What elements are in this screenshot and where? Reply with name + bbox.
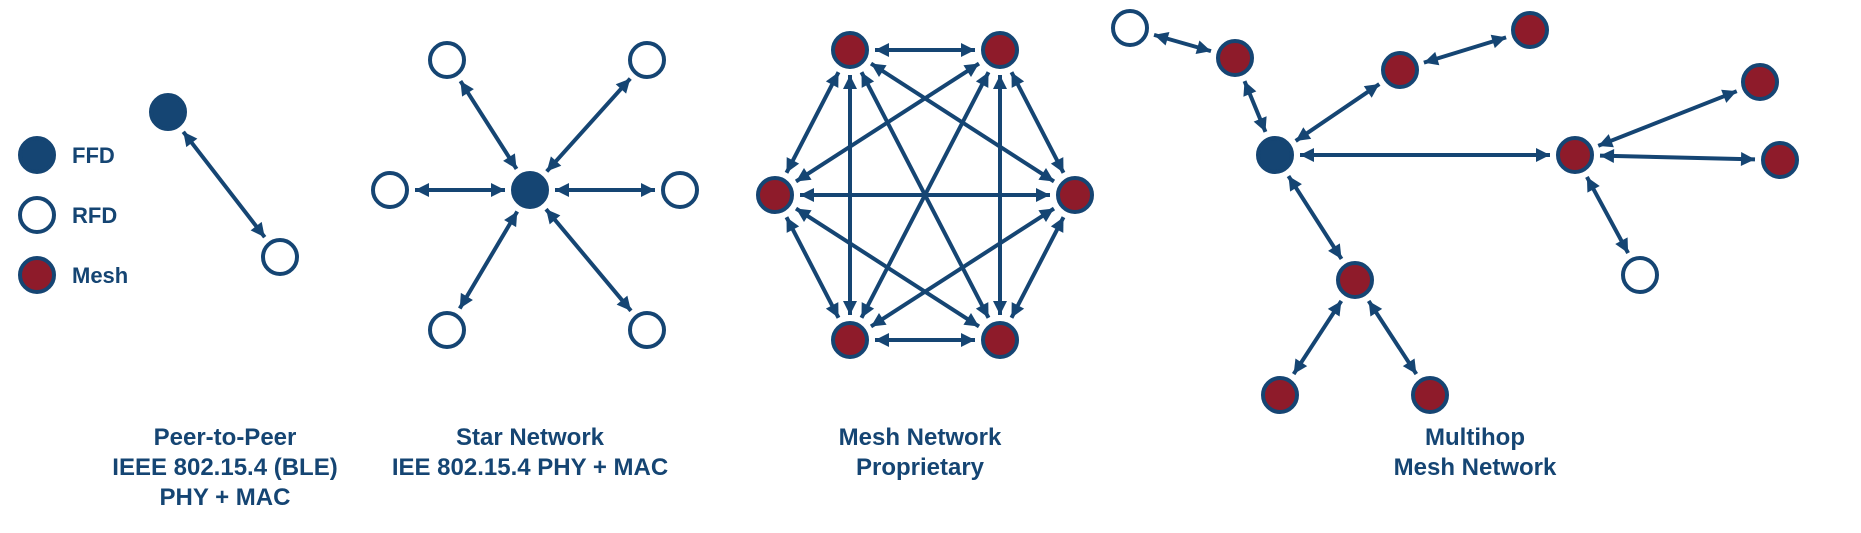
node-mesh [1058, 178, 1092, 212]
legend-swatch-ffd [20, 138, 54, 172]
arrowhead [641, 183, 655, 197]
arrowhead [1036, 188, 1050, 202]
node-rfd [630, 313, 664, 347]
arrowhead [1600, 149, 1614, 163]
edge [460, 81, 516, 169]
node-mesh [833, 33, 867, 67]
node-mesh [1513, 13, 1547, 47]
caption-line: Peer-to-Peer [154, 424, 297, 451]
node-mesh [983, 323, 1017, 357]
legend-label: FFD [72, 143, 115, 168]
arrowhead [1741, 152, 1755, 166]
diagram-star: Star Network IEE 802.15.4 PHY + MAC [392, 424, 668, 481]
caption-line: IEE 802.15.4 PHY + MAC [392, 454, 668, 481]
arrowhead [993, 75, 1007, 89]
node-mesh [1218, 41, 1252, 75]
diagram-multihop: Multihop Mesh Network [1394, 424, 1557, 481]
node-rfd [263, 240, 297, 274]
arrowhead [1300, 148, 1314, 162]
arrowhead [961, 333, 975, 347]
node-mesh [758, 178, 792, 212]
node-mesh [1263, 378, 1297, 412]
caption-line: PHY + MAC [160, 484, 291, 511]
node-rfd [430, 43, 464, 77]
caption-line: Multihop [1425, 424, 1525, 451]
arrowhead [843, 75, 857, 89]
edge [1600, 156, 1755, 160]
caption-line: Mesh Network [1394, 454, 1557, 481]
node-rfd [663, 173, 697, 207]
diagram-mesh: Mesh Network Proprietary [839, 424, 1002, 481]
arrowhead [993, 301, 1007, 315]
node-rfd [373, 173, 407, 207]
caption-line: IEEE 802.15.4 (BLE) [112, 454, 337, 481]
legend-label: Mesh [72, 263, 128, 288]
node-mesh [1558, 138, 1592, 172]
node-rfd [1623, 258, 1657, 292]
edge [546, 209, 631, 311]
node-ffd [151, 95, 185, 129]
arrowhead [875, 43, 889, 57]
edge [796, 209, 979, 327]
node-rfd [430, 313, 464, 347]
node-mesh [1413, 378, 1447, 412]
edge [1288, 176, 1341, 259]
arrowhead [800, 188, 814, 202]
edge [1598, 91, 1736, 146]
node-mesh [1383, 53, 1417, 87]
caption-line: Star Network [456, 424, 605, 451]
legend-swatch-mesh [20, 258, 54, 292]
arrowhead [555, 183, 569, 197]
node-rfd [630, 43, 664, 77]
node-mesh [833, 323, 867, 357]
edge [796, 64, 979, 182]
diagram-p2p: Peer-to-Peer IEEE 802.15.4 (BLE) PHY + MAC [112, 424, 337, 511]
node-mesh [983, 33, 1017, 67]
arrowhead [491, 183, 505, 197]
node-rfd [1113, 11, 1147, 45]
arrowhead [843, 301, 857, 315]
node-mesh [1763, 143, 1797, 177]
node-mesh [1743, 65, 1777, 99]
node-ffd [1258, 138, 1292, 172]
edge [1296, 84, 1380, 141]
legend-swatch-rfd [20, 198, 54, 232]
edge [871, 209, 1054, 327]
legend-label: RFD [72, 203, 117, 228]
edge [547, 79, 631, 172]
arrowhead [961, 43, 975, 57]
arrowhead [875, 333, 889, 347]
caption-line: Proprietary [856, 454, 985, 481]
edge [183, 132, 264, 237]
caption-line: Mesh Network [839, 424, 1002, 451]
arrowhead [415, 183, 429, 197]
arrowhead [1536, 148, 1550, 162]
node-ffd [513, 173, 547, 207]
edge [460, 212, 518, 309]
node-mesh [1338, 263, 1372, 297]
